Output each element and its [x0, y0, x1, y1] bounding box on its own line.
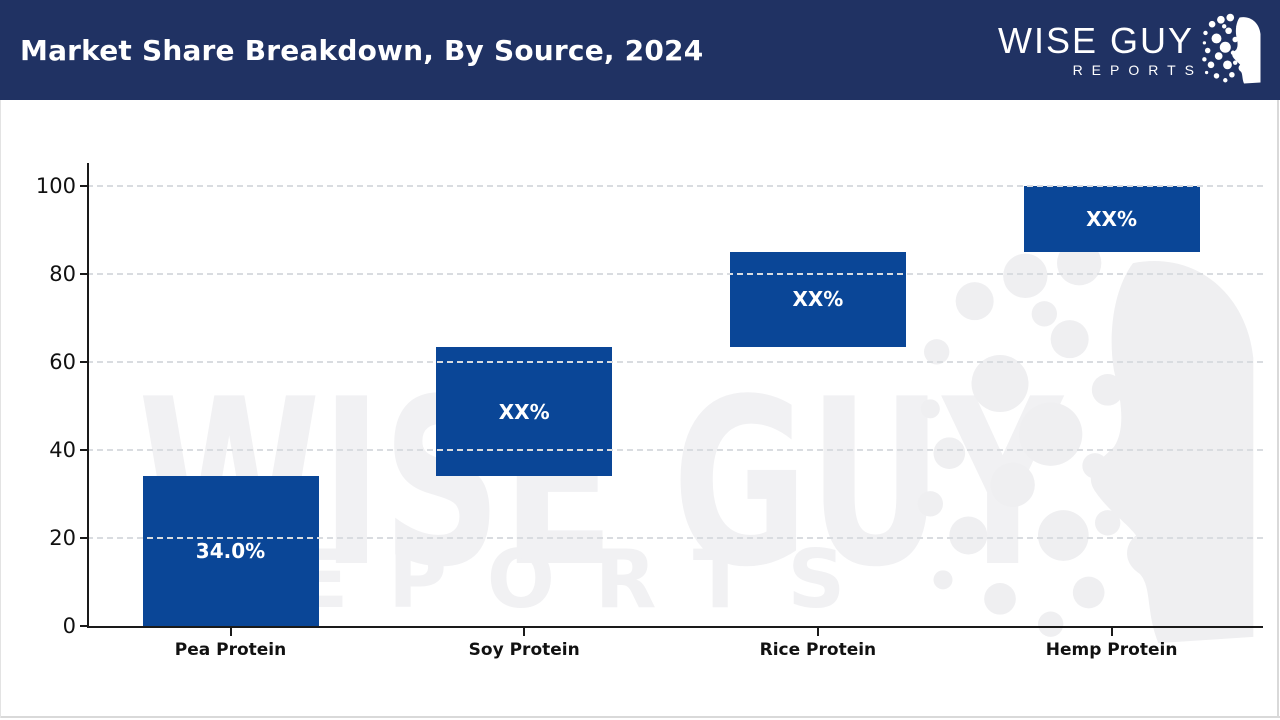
gridline-40	[87, 449, 1263, 451]
x-axis-category-label: Soy Protein	[468, 640, 580, 660]
x-tick-mark	[1110, 628, 1113, 636]
y-tick-mark	[80, 185, 87, 187]
y-axis-spine	[87, 163, 89, 628]
gridline-100	[87, 185, 1263, 187]
page-border-left	[0, 100, 1, 718]
bar-rice-protein	[729, 252, 906, 347]
y-tick-mark	[80, 361, 87, 363]
logo-text: WISE GUY REPORTS	[997, 19, 1194, 78]
y-tick-mark	[80, 537, 87, 539]
y-axis-tick-label: 40	[49, 438, 76, 462]
page-border-right	[1277, 100, 1279, 718]
y-tick-mark	[80, 273, 87, 275]
x-tick-mark	[523, 628, 526, 636]
bar-soy-protein	[436, 346, 613, 477]
bar-value-label: 34.0%	[195, 539, 266, 564]
x-tick-mark	[816, 628, 819, 636]
x-axis-category-label: Pea Protein	[174, 640, 287, 660]
chart-title: Market Share Breakdown, By Source, 2024	[20, 33, 704, 67]
y-axis-tick-label: 20	[49, 526, 76, 550]
bar-pea-protein	[142, 476, 319, 626]
gridline-80	[87, 273, 1263, 275]
x-tick-mark	[229, 628, 232, 636]
y-axis-tick-label: 60	[49, 350, 76, 374]
logo-face-icon	[1200, 8, 1266, 92]
logo-text-primary: WISE GUY	[997, 19, 1194, 61]
bar-value-label: XX%	[1086, 207, 1138, 231]
bar-value-label: XX%	[498, 399, 550, 424]
wise-guy-logo: WISE GUY REPORTS	[998, 8, 1280, 92]
header-band: Market Share Breakdown, By Source, 2024 …	[0, 0, 1280, 100]
x-axis-category-label: Hemp Protein	[1045, 640, 1178, 660]
x-axis-category-label: Rice Protein	[759, 640, 877, 660]
page-border-bottom	[0, 716, 1280, 718]
logo-text-secondary: REPORTS	[1072, 61, 1203, 78]
x-axis-spine	[87, 626, 1263, 628]
y-axis-tick-label: 100	[35, 174, 76, 198]
gridline-20	[87, 537, 1263, 539]
y-axis-tick-label: 80	[49, 262, 76, 286]
gridline-60	[87, 361, 1263, 363]
y-tick-mark	[80, 449, 87, 451]
bar-value-label: XX%	[792, 287, 844, 312]
y-tick-mark	[80, 625, 87, 627]
bar-hemp-protein	[1023, 186, 1200, 252]
y-axis-tick-label: 0	[62, 614, 76, 638]
